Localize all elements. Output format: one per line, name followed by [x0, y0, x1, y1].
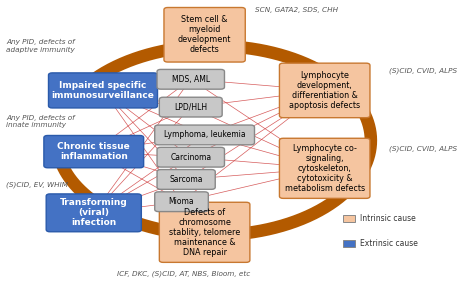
FancyBboxPatch shape — [46, 194, 141, 232]
Text: Defects of
chromosome
stablity, telomere
maintenance &
DNA repair: Defects of chromosome stablity, telomere… — [169, 208, 240, 257]
Text: (S)CID, EV, WHIM: (S)CID, EV, WHIM — [6, 182, 68, 188]
Text: Chronic tissue
inflammation: Chronic tissue inflammation — [57, 142, 130, 161]
Text: SCN, GATA2, SDS, CHH: SCN, GATA2, SDS, CHH — [255, 7, 338, 13]
Text: Lymphocyte co-
signaling,
cytoskeleton,
cytotoxicity &
metabolism defects: Lymphocyte co- signaling, cytoskeleton, … — [285, 144, 365, 193]
FancyBboxPatch shape — [157, 169, 215, 189]
FancyBboxPatch shape — [343, 240, 355, 247]
FancyBboxPatch shape — [155, 125, 255, 145]
FancyBboxPatch shape — [280, 63, 370, 118]
FancyBboxPatch shape — [343, 215, 355, 222]
Text: Stem cell &
myeloid
development
defects: Stem cell & myeloid development defects — [178, 15, 231, 54]
Text: Any PID, defects of
innate immunity: Any PID, defects of innate immunity — [6, 114, 74, 128]
Text: Lymphoma, leukemia: Lymphoma, leukemia — [164, 130, 246, 139]
FancyBboxPatch shape — [157, 69, 225, 89]
Text: Any PID, defects of
adaptive immunity: Any PID, defects of adaptive immunity — [6, 39, 75, 53]
Text: LPD/HLH: LPD/HLH — [174, 103, 207, 112]
Polygon shape — [52, 149, 68, 164]
Text: Extrinsic cause: Extrinsic cause — [360, 239, 418, 248]
Text: Mioma: Mioma — [169, 197, 194, 206]
FancyBboxPatch shape — [157, 147, 225, 167]
Text: Lymphocyte
development,
differentiation &
apoptosis defects: Lymphocyte development, differentiation … — [289, 71, 360, 110]
Text: Carcinoma: Carcinoma — [170, 153, 211, 162]
Text: ICF, DKC, (S)CID, AT, NBS, Bloom, etc: ICF, DKC, (S)CID, AT, NBS, Bloom, etc — [117, 271, 250, 277]
FancyBboxPatch shape — [280, 138, 370, 198]
Text: (S)CID, CVID, ALPS: (S)CID, CVID, ALPS — [389, 68, 457, 74]
Text: (S)CID, CVID, ALPS: (S)CID, CVID, ALPS — [389, 146, 457, 152]
FancyBboxPatch shape — [44, 135, 144, 168]
FancyBboxPatch shape — [48, 73, 157, 108]
FancyBboxPatch shape — [159, 202, 250, 262]
Text: Sarcoma: Sarcoma — [169, 175, 203, 184]
Text: Impaired specific
immunosurveillance: Impaired specific immunosurveillance — [52, 81, 155, 100]
Text: MDS, AML: MDS, AML — [172, 75, 210, 84]
Text: Transforming
(viral)
infection: Transforming (viral) infection — [60, 198, 128, 227]
Text: Intrinsic cause: Intrinsic cause — [360, 214, 416, 223]
FancyBboxPatch shape — [159, 97, 222, 117]
FancyBboxPatch shape — [164, 8, 245, 62]
FancyBboxPatch shape — [155, 192, 208, 212]
